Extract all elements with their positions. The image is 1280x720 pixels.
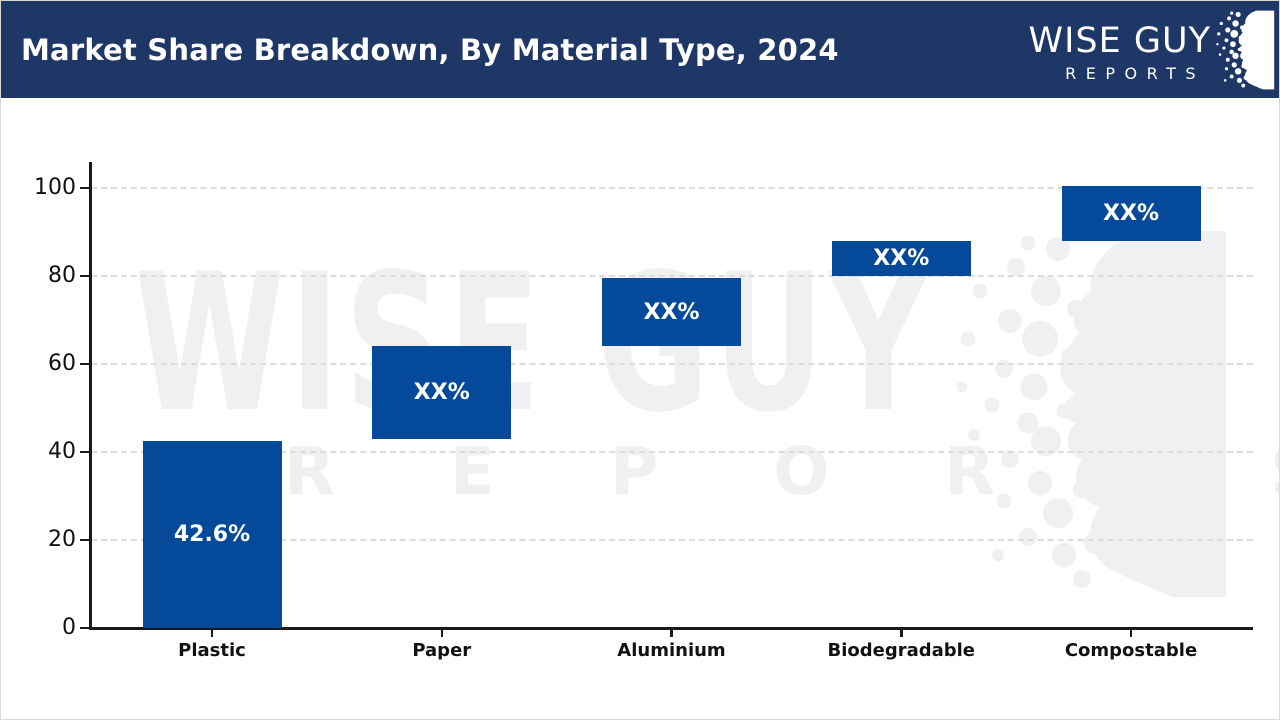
x-axis-category-label: Biodegradable	[827, 640, 976, 661]
y-axis-tick-label: 40	[48, 439, 76, 464]
x-axis-category-label: Compostable	[1064, 640, 1198, 661]
y-axis-tick	[80, 538, 89, 542]
y-axis-tick	[80, 626, 89, 630]
y-axis-tick-label: 0	[62, 615, 76, 640]
y-axis-line	[89, 162, 92, 629]
x-axis-category-label: Plastic	[178, 640, 246, 661]
wise-guy-reports-logo: WISE GUY REPORTS	[1015, 6, 1275, 93]
bar-value-label: XX%	[1103, 200, 1159, 226]
y-axis-tick-label: 60	[48, 351, 76, 376]
x-axis-tick	[900, 629, 903, 637]
y-axis-tick-label: 20	[48, 527, 76, 552]
x-axis-line	[89, 627, 1253, 630]
waterfall-bar-compostable: XX%	[1061, 185, 1201, 241]
x-axis-tick	[670, 629, 673, 637]
waterfall-bar-biodegradable: XX%	[831, 240, 971, 276]
logo-reports-text: REPORTS	[1065, 64, 1205, 83]
x-axis-tick	[1129, 629, 1133, 637]
x-axis-category-label: Aluminium	[617, 640, 726, 661]
waterfall-bar-aluminium: XX%	[602, 278, 741, 347]
x-axis-category-label: Paper	[412, 640, 472, 661]
y-axis-tick	[80, 450, 89, 454]
logo-wordmark: WISE GUY	[1028, 21, 1211, 61]
y-gridline	[91, 275, 1253, 277]
watermark-wordmark: WISE GUY	[134, 233, 933, 454]
x-axis-tick	[210, 629, 214, 637]
y-gridline	[91, 451, 1253, 453]
y-axis-tick	[80, 186, 89, 190]
y-gridline	[91, 539, 1253, 541]
bar-value-label: 42.6%	[173, 521, 251, 547]
x-axis-tick	[440, 629, 443, 637]
waterfall-bar-plastic: 42.6%	[142, 440, 282, 628]
y-gridline	[91, 187, 1253, 189]
bar-value-label: XX%	[873, 245, 930, 271]
chart-title: Market Share Breakdown, By Material Type…	[21, 32, 839, 67]
waterfall-bar-paper: XX%	[372, 346, 512, 439]
bar-value-label: XX%	[643, 299, 700, 325]
bar-value-label: XX%	[413, 380, 470, 406]
y-axis-tick-label: 80	[48, 263, 76, 288]
logo-dotted-face-icon	[1209, 8, 1275, 92]
y-axis-tick-label: 100	[34, 175, 76, 200]
y-axis-tick	[80, 274, 89, 278]
header-bar: Market Share Breakdown, By Material Type…	[1, 1, 1279, 98]
y-axis-tick	[80, 362, 89, 366]
y-gridline	[91, 363, 1253, 365]
